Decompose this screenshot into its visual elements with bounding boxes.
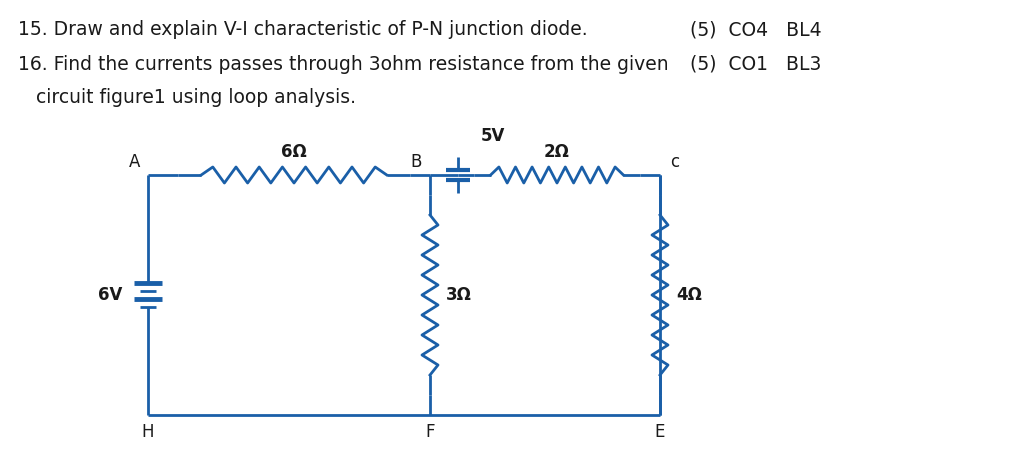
Text: 5V: 5V: [481, 127, 505, 145]
Text: (5)  CO4   BL4: (5) CO4 BL4: [690, 20, 821, 39]
Text: A: A: [129, 153, 140, 171]
Text: 6Ω: 6Ω: [282, 143, 307, 161]
Text: F: F: [425, 423, 435, 441]
Text: (5)  CO1   BL3: (5) CO1 BL3: [690, 55, 821, 74]
Text: H: H: [141, 423, 155, 441]
Text: 3Ω: 3Ω: [446, 286, 472, 304]
Text: 16. Find the currents passes through 3ohm resistance from the given: 16. Find the currents passes through 3oh…: [18, 55, 669, 74]
Text: E: E: [654, 423, 666, 441]
Text: B: B: [411, 153, 422, 171]
Text: 6V: 6V: [97, 286, 122, 304]
Text: 2Ω: 2Ω: [544, 143, 570, 161]
Text: circuit figure1 using loop analysis.: circuit figure1 using loop analysis.: [36, 88, 356, 107]
Text: 4Ω: 4Ω: [676, 286, 701, 304]
Text: c: c: [670, 153, 679, 171]
Text: 15. Draw and explain V-I characteristic of P-N junction diode.: 15. Draw and explain V-I characteristic …: [18, 20, 588, 39]
